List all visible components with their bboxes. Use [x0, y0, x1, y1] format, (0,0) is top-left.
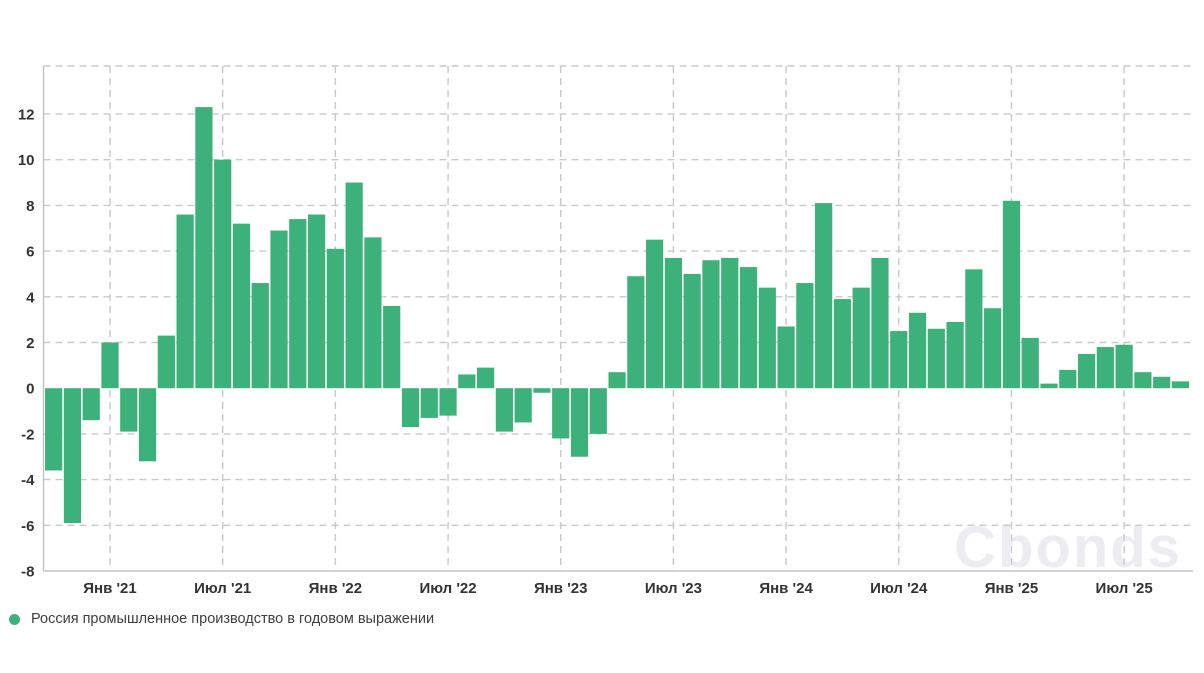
bar[interactable]: [120, 388, 138, 432]
y-tick-label: 4: [26, 289, 35, 306]
x-tick-label: Янв '24: [759, 580, 813, 597]
bar[interactable]: [1077, 353, 1096, 389]
y-tick-label: 8: [26, 198, 34, 215]
bar[interactable]: [1153, 376, 1171, 389]
bar[interactable]: [758, 287, 776, 389]
bar[interactable]: [702, 260, 720, 389]
bar[interactable]: [570, 388, 589, 457]
bar[interactable]: [1040, 383, 1058, 389]
y-tick-label: 2: [26, 335, 34, 352]
bar[interactable]: [1096, 347, 1114, 389]
bar[interactable]: [927, 328, 945, 389]
bar[interactable]: [890, 331, 908, 389]
x-tick-label: Янв '22: [309, 580, 362, 597]
legend-dot: [9, 613, 20, 625]
bar[interactable]: [1134, 372, 1152, 389]
bar[interactable]: [683, 273, 701, 389]
bar[interactable]: [270, 230, 288, 389]
bar[interactable]: [477, 367, 495, 389]
bar[interactable]: [345, 182, 363, 389]
bar[interactable]: [833, 299, 852, 389]
y-tick-label: 6: [26, 244, 34, 261]
bar[interactable]: [101, 342, 119, 389]
bar[interactable]: [721, 257, 739, 389]
bar[interactable]: [589, 388, 607, 434]
bar[interactable]: [608, 372, 626, 389]
y-tick-label: -4: [21, 472, 35, 489]
bar[interactable]: [420, 388, 438, 418]
bar[interactable]: [908, 312, 927, 389]
bar[interactable]: [383, 305, 401, 389]
bar[interactable]: [495, 388, 513, 432]
bar[interactable]: [401, 388, 420, 428]
bar[interactable]: [664, 257, 682, 389]
bar[interactable]: [176, 214, 194, 389]
bar[interactable]: [1021, 337, 1039, 389]
bar[interactable]: [195, 107, 213, 389]
bar[interactable]: [552, 388, 570, 439]
bar[interactable]: [514, 388, 532, 423]
bar[interactable]: [458, 374, 476, 389]
bar[interactable]: [45, 388, 63, 471]
bar[interactable]: [796, 283, 814, 389]
y-tick-label: 12: [18, 106, 35, 123]
bar[interactable]: [984, 308, 1002, 389]
y-tick-label: -6: [21, 518, 34, 535]
bar[interactable]: [289, 219, 307, 389]
bar[interactable]: [63, 388, 82, 524]
y-tick-label: -8: [21, 564, 34, 581]
bar[interactable]: [232, 223, 251, 389]
x-tick-label: Янв '23: [534, 580, 587, 597]
chart-legend[interactable]: Россия промышленное производство в годов…: [9, 611, 434, 627]
bar[interactable]: [739, 267, 758, 389]
bar[interactable]: [852, 287, 870, 389]
bar[interactable]: [82, 388, 100, 421]
x-tick-label: Июл '23: [645, 580, 702, 597]
bar[interactable]: [627, 276, 645, 389]
x-tick-label: Июл '24: [870, 580, 928, 597]
y-tick-label: 0: [26, 381, 34, 398]
bar[interactable]: [307, 214, 326, 389]
bar[interactable]: [157, 335, 175, 389]
bar[interactable]: [1171, 381, 1190, 389]
x-tick-label: Янв '21: [83, 580, 136, 597]
x-tick-label: Янв '25: [985, 580, 1038, 597]
y-tick-label: 10: [18, 152, 35, 169]
bar[interactable]: [1002, 200, 1021, 389]
legend-label: Россия промышленное производство в годов…: [31, 611, 435, 627]
bar[interactable]: [946, 321, 964, 389]
x-tick-label: Июл '21: [194, 580, 251, 597]
bar[interactable]: [965, 269, 983, 389]
bar[interactable]: [214, 159, 232, 389]
bar[interactable]: [251, 283, 269, 389]
bar[interactable]: [533, 388, 551, 393]
bar[interactable]: [1059, 369, 1077, 389]
bar[interactable]: [871, 257, 889, 389]
x-tick-label: Июл '22: [419, 580, 476, 597]
bar[interactable]: [646, 239, 664, 389]
bar[interactable]: [815, 203, 833, 389]
bar[interactable]: [1115, 344, 1133, 389]
bar[interactable]: [138, 388, 157, 462]
bar[interactable]: [364, 237, 382, 389]
y-tick-label: -2: [21, 426, 34, 443]
bar[interactable]: [326, 248, 344, 389]
bar[interactable]: [777, 326, 795, 389]
bar[interactable]: [439, 388, 457, 416]
x-tick-label: Июл '25: [1096, 580, 1153, 597]
